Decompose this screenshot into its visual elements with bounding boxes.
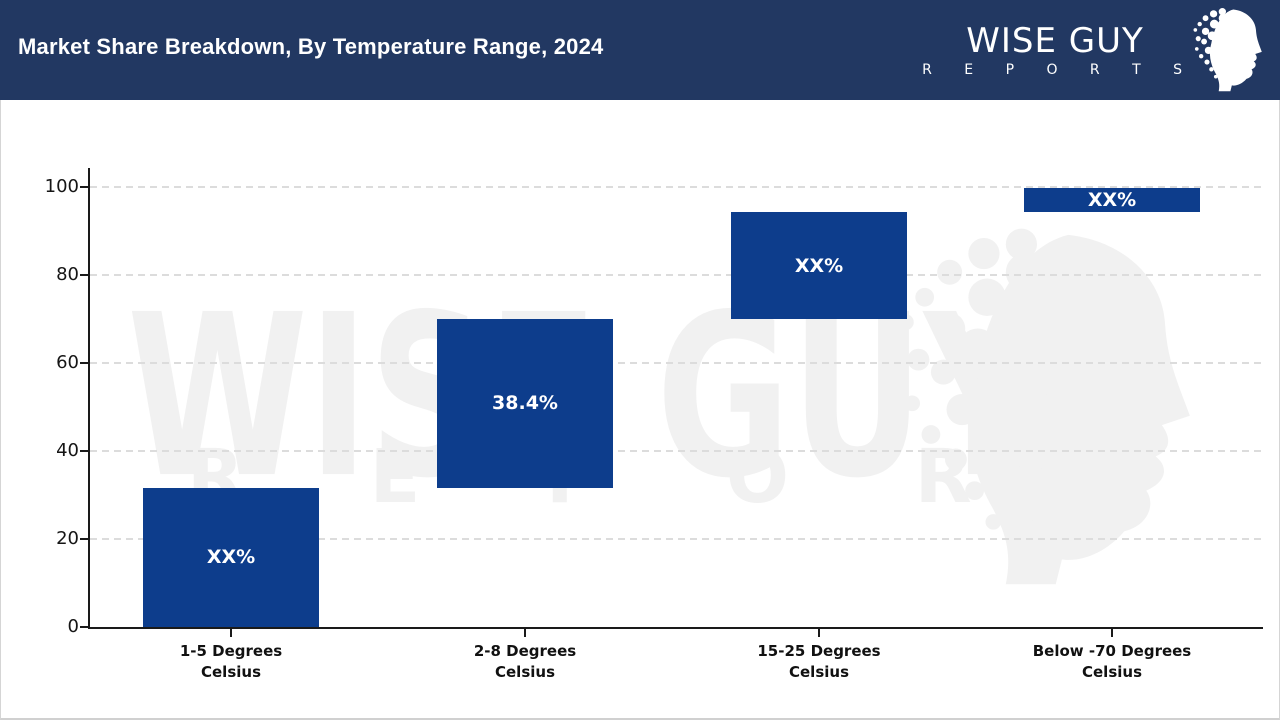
logo-head-icon <box>1193 8 1262 92</box>
bar-label: XX% <box>206 546 256 569</box>
y-tick-label: 80 <box>56 264 79 285</box>
brand-logo-line1: WISE GUY <box>966 20 1144 61</box>
x-tick-label: Below -70 Degrees Celsius <box>1032 642 1192 681</box>
page-title: Market Share Breakdown, By Temperature R… <box>18 34 604 59</box>
x-tick <box>524 629 526 637</box>
chart-area: WISE GUY R E P O R T S 0 20 40 60 80 100 XX% 38… <box>0 100 1280 720</box>
bar-segment: XX% <box>143 487 319 627</box>
gridline <box>90 186 1263 188</box>
y-tick <box>80 274 88 276</box>
gridline <box>90 274 1263 276</box>
x-tick <box>1111 629 1113 637</box>
brand-logo-text: WISE GUY R E P O R T S <box>914 23 1196 78</box>
x-tick <box>818 629 820 637</box>
x-axis <box>88 627 1263 629</box>
bar-label: XX% <box>794 254 844 277</box>
gridline <box>90 538 1263 540</box>
brand-logo: WISE GUY R E P O R T S <box>914 8 1270 92</box>
y-tick <box>80 538 88 540</box>
gridline <box>90 362 1263 364</box>
watermark-head-icon <box>898 228 1190 585</box>
x-tick <box>230 629 232 637</box>
y-tick-label: 60 <box>56 352 79 373</box>
y-tick <box>80 626 88 628</box>
bar-segment: 38.4% <box>437 319 613 488</box>
y-tick <box>80 450 88 452</box>
x-tick-label: 1-5 Degrees Celsius <box>179 642 283 681</box>
gridline <box>90 450 1263 452</box>
header: Market Share Breakdown, By Temperature R… <box>0 0 1280 100</box>
y-tick <box>80 362 88 364</box>
brand-logo-line2: R E P O R T S <box>922 61 1196 78</box>
bar-label: XX% <box>1087 188 1137 211</box>
y-tick-label: 20 <box>56 528 79 549</box>
x-tick-label: 15-25 Degrees Celsius <box>757 642 881 681</box>
bar-segment: XX% <box>731 212 907 319</box>
bar-label: 38.4% <box>492 392 558 415</box>
y-tick-label: 0 <box>67 616 79 637</box>
y-tick-label: 100 <box>44 176 79 197</box>
y-tick <box>80 186 88 188</box>
y-tick-label: 40 <box>56 440 79 461</box>
y-axis <box>88 168 90 629</box>
bar-segment: XX% <box>1024 187 1200 213</box>
x-tick-label: 2-8 Degrees Celsius <box>473 642 577 681</box>
